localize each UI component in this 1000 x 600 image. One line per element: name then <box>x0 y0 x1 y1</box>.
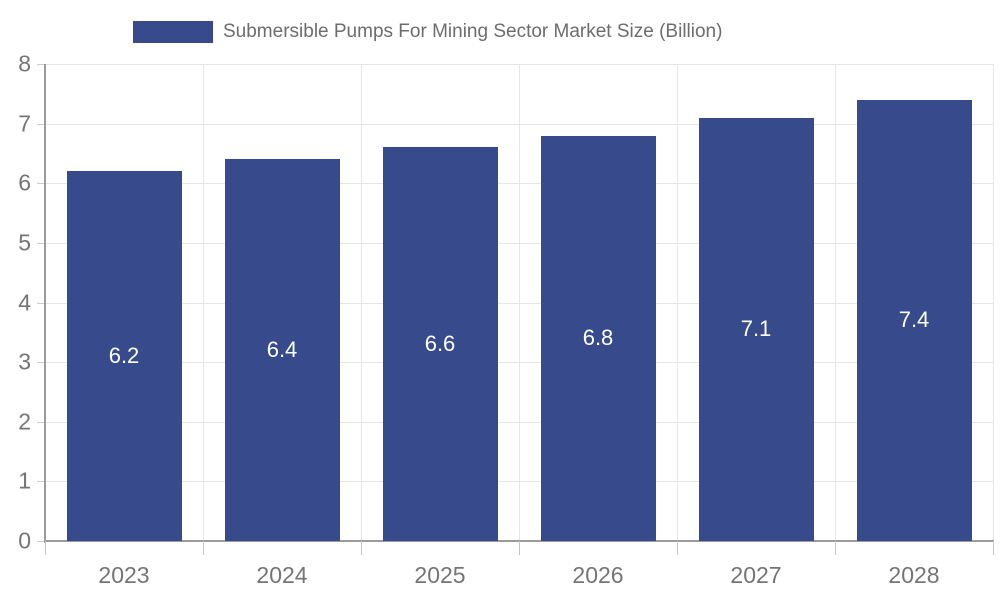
x-axis-tick <box>203 541 204 555</box>
y-axis-tick-label: 1 <box>18 467 31 494</box>
y-axis-tick-label: 7 <box>18 110 31 137</box>
bar-2028: 7.4 <box>856 99 972 541</box>
plot-area: 0 1 2 3 4 5 6 7 8 6.2 2023 6.4 2024 6.6 2025 6.8 2026 7.1… <box>18 52 994 588</box>
x-axis-tick-label: 2027 <box>730 562 782 588</box>
gridline-vertical <box>677 64 678 541</box>
y-axis-tick-label: 2 <box>18 408 31 435</box>
y-axis-tick <box>37 541 45 542</box>
y-axis-tick <box>37 302 45 304</box>
gridline-vertical <box>993 64 994 541</box>
y-axis-tick <box>37 242 45 244</box>
bar-value-label: 7.1 <box>740 316 772 342</box>
x-axis-tick-label: 2023 <box>98 562 150 588</box>
y-axis-line <box>44 64 46 543</box>
chart-legend: Submersible Pumps For Mining Sector Mark… <box>133 20 722 44</box>
bar-value-label: 6.4 <box>266 337 298 363</box>
bar-2025: 6.6 <box>382 147 498 541</box>
bar-2026: 6.8 <box>540 135 656 541</box>
bar-2027: 7.1 <box>698 117 814 541</box>
y-axis-tick <box>37 183 45 185</box>
y-axis-tick-label: 3 <box>18 348 31 375</box>
x-axis-tick-label: 2025 <box>414 562 466 588</box>
bar-value-label: 6.2 <box>108 343 140 369</box>
legend-swatch <box>133 21 213 43</box>
y-axis-tick-label: 4 <box>18 289 31 315</box>
x-axis-tick-label: 2024 <box>256 562 308 588</box>
x-axis-tick <box>993 541 994 555</box>
gridline-vertical <box>203 64 204 541</box>
y-axis-tick-label: 6 <box>18 169 31 196</box>
y-axis-tick <box>37 421 45 423</box>
y-axis-tick-label: 0 <box>18 527 31 554</box>
gridline-vertical <box>519 64 520 541</box>
y-axis-tick-label: 5 <box>18 229 31 256</box>
legend-label: Submersible Pumps For Mining Sector Mark… <box>223 21 723 42</box>
y-axis-tick <box>37 362 45 364</box>
bar-2023: 6.2 <box>66 171 182 541</box>
x-axis-tick <box>835 541 836 555</box>
x-axis-tick <box>519 541 520 555</box>
y-axis-tick <box>37 123 45 125</box>
gridline-vertical <box>835 64 836 541</box>
bar-value-label: 6.8 <box>582 325 614 351</box>
gridline-vertical <box>361 64 362 541</box>
bar-2024: 6.4 <box>224 159 340 541</box>
x-axis-tick-label: 2028 <box>888 562 940 588</box>
x-axis-tick <box>361 541 362 555</box>
y-axis-tick-label: 8 <box>18 50 31 77</box>
y-axis-tick <box>37 64 45 65</box>
bar-value-label: 7.4 <box>898 307 930 333</box>
x-axis-tick-label: 2026 <box>572 562 624 588</box>
x-axis-tick <box>45 541 46 555</box>
y-axis-tick <box>37 481 45 483</box>
bar-value-label: 6.6 <box>424 331 456 357</box>
x-axis-tick <box>677 541 678 555</box>
